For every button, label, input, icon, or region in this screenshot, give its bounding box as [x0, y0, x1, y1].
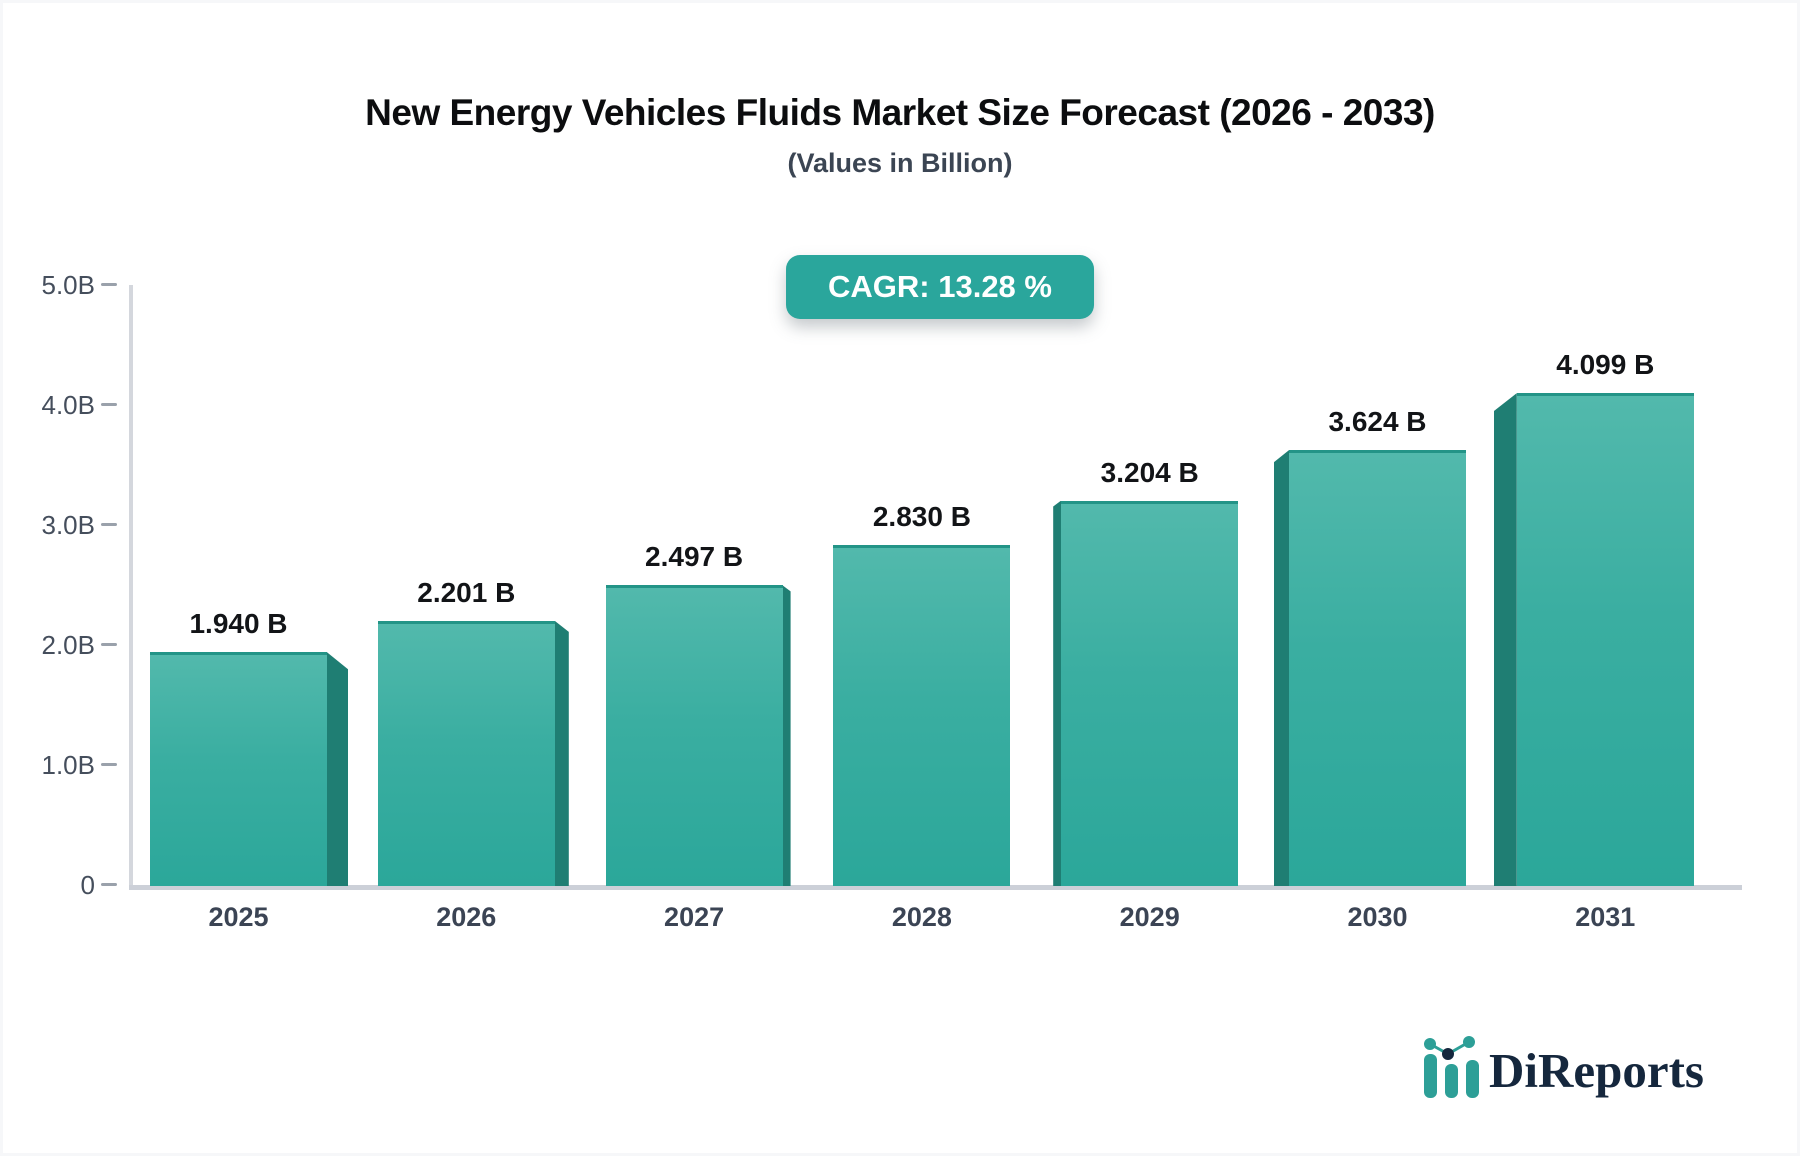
bar-2028 [833, 545, 1011, 886]
bar-2026 [377, 620, 555, 886]
bar-value-label: 2.830 B [872, 501, 971, 533]
y-tick-label: 1.0B [41, 750, 96, 780]
y-tick-mark [101, 763, 117, 766]
bar-side-face [782, 585, 791, 886]
y-tick-label: 0 [80, 870, 95, 900]
bar-side-face [1053, 500, 1062, 886]
cagr-badge: CAGR: 13.28 % [786, 255, 1094, 319]
y-tick-label: 3.0B [41, 510, 96, 540]
bar-2029 [1061, 500, 1239, 886]
x-tick-label: 2026 [436, 902, 497, 932]
chart-title: New Energy Vehicles Fluids Market Size F… [365, 92, 1435, 133]
y-tick-mark [101, 523, 117, 526]
x-tick-label: 2029 [1119, 902, 1180, 932]
bar-value-label: 2.201 B [417, 576, 516, 608]
x-tick-label: 2031 [1575, 902, 1636, 932]
y-tick-label: 4.0B [41, 390, 96, 420]
bar-side-face [1274, 450, 1289, 886]
y-tick-label: 5.0B [41, 270, 96, 300]
bar-value-label: 3.204 B [1100, 456, 1199, 488]
bar-side-face [554, 620, 569, 886]
bar-side-face [327, 652, 348, 886]
bar-2027 [605, 585, 783, 886]
brand-name: DiReports [1488, 1043, 1704, 1098]
x-tick-label: 2025 [208, 902, 269, 932]
x-tick-label: 2028 [891, 902, 952, 932]
bar-side-face [1493, 393, 1517, 886]
brand-logo: DiReports [1421, 1032, 1704, 1103]
bar-line-chart-icon [1421, 1032, 1483, 1103]
y-tick-mark [101, 283, 117, 286]
y-tick-label: 2.0B [41, 630, 96, 660]
y-axis-line [129, 285, 133, 888]
bar-2030 [1289, 450, 1466, 886]
x-tick-label: 2030 [1347, 902, 1408, 932]
bar-value-label: 2.497 B [645, 541, 744, 573]
y-tick-mark [101, 403, 117, 406]
chart-subtitle: (Values in Billion) [787, 148, 1013, 178]
bar-2031 [1516, 393, 1694, 886]
y-tick-mark [101, 643, 117, 646]
y-tick-mark [101, 883, 117, 886]
bar-value-label: 3.624 B [1328, 406, 1427, 438]
bar-2025 [150, 652, 327, 886]
bar-value-label: 4.099 B [1556, 349, 1655, 381]
bar-value-label: 1.940 B [189, 608, 288, 640]
x-axis-baseline [129, 885, 1742, 890]
x-tick-label: 2027 [664, 902, 725, 932]
